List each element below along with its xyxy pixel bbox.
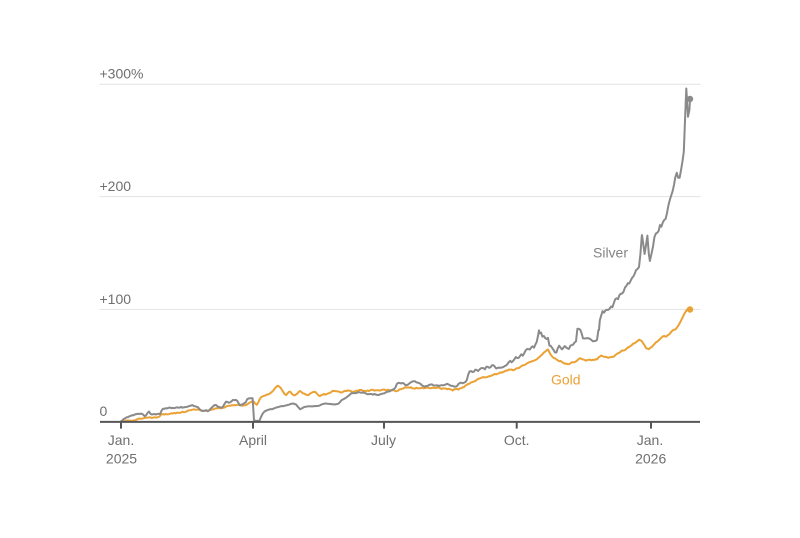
svg-text:April: April <box>239 432 267 448</box>
svg-text:2026: 2026 <box>635 451 666 467</box>
svg-text:+300%: +300% <box>100 66 144 82</box>
svg-text:Jan.: Jan. <box>637 432 663 448</box>
svg-text:+200: +200 <box>100 178 132 194</box>
svg-text:0: 0 <box>100 403 108 419</box>
svg-text:Silver: Silver <box>593 245 628 261</box>
svg-text:July: July <box>371 432 396 448</box>
svg-text:+100: +100 <box>100 291 132 307</box>
svg-text:Oct.: Oct. <box>504 432 530 448</box>
svg-text:2025: 2025 <box>106 451 137 467</box>
svg-text:Jan.: Jan. <box>108 432 134 448</box>
svg-text:Gold: Gold <box>551 372 581 388</box>
